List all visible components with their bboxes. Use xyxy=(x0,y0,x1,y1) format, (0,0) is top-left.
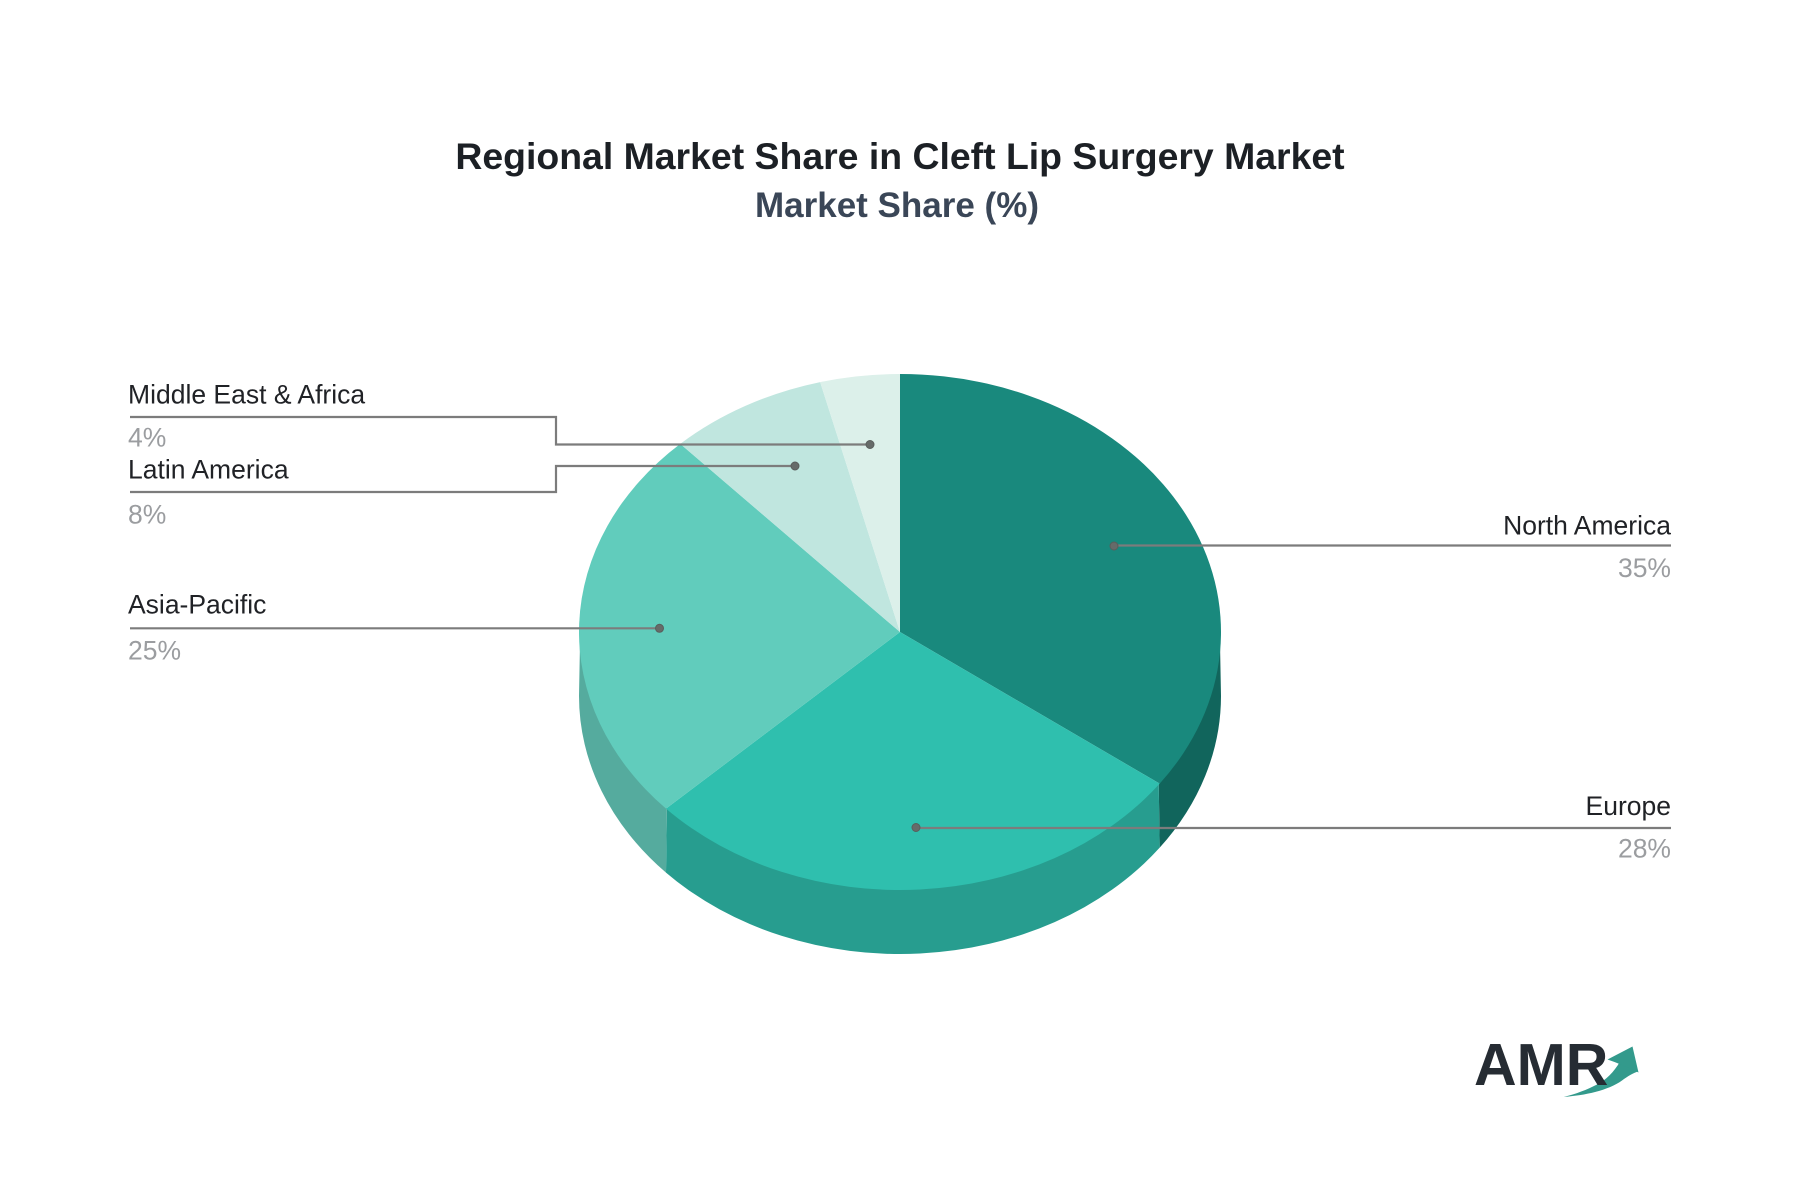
svg-text:28%: 28% xyxy=(1618,833,1671,863)
svg-text:Market Share (%): Market Share (%) xyxy=(755,186,1039,225)
svg-text:25%: 25% xyxy=(128,636,181,666)
svg-text:Latin America: Latin America xyxy=(128,454,289,484)
svg-text:4%: 4% xyxy=(128,423,166,453)
svg-text:Asia-Pacific: Asia-Pacific xyxy=(128,590,266,620)
svg-text:Middle East & Africa: Middle East & Africa xyxy=(128,379,365,409)
svg-text:35%: 35% xyxy=(1618,553,1671,583)
svg-text:AMR: AMR xyxy=(1474,1032,1608,1098)
svg-text:Europe: Europe xyxy=(1586,791,1671,821)
svg-text:Regional Market Share in Cleft: Regional Market Share in Cleft Lip Surge… xyxy=(455,135,1344,177)
svg-text:North America: North America xyxy=(1503,511,1671,541)
svg-text:8%: 8% xyxy=(128,499,166,529)
